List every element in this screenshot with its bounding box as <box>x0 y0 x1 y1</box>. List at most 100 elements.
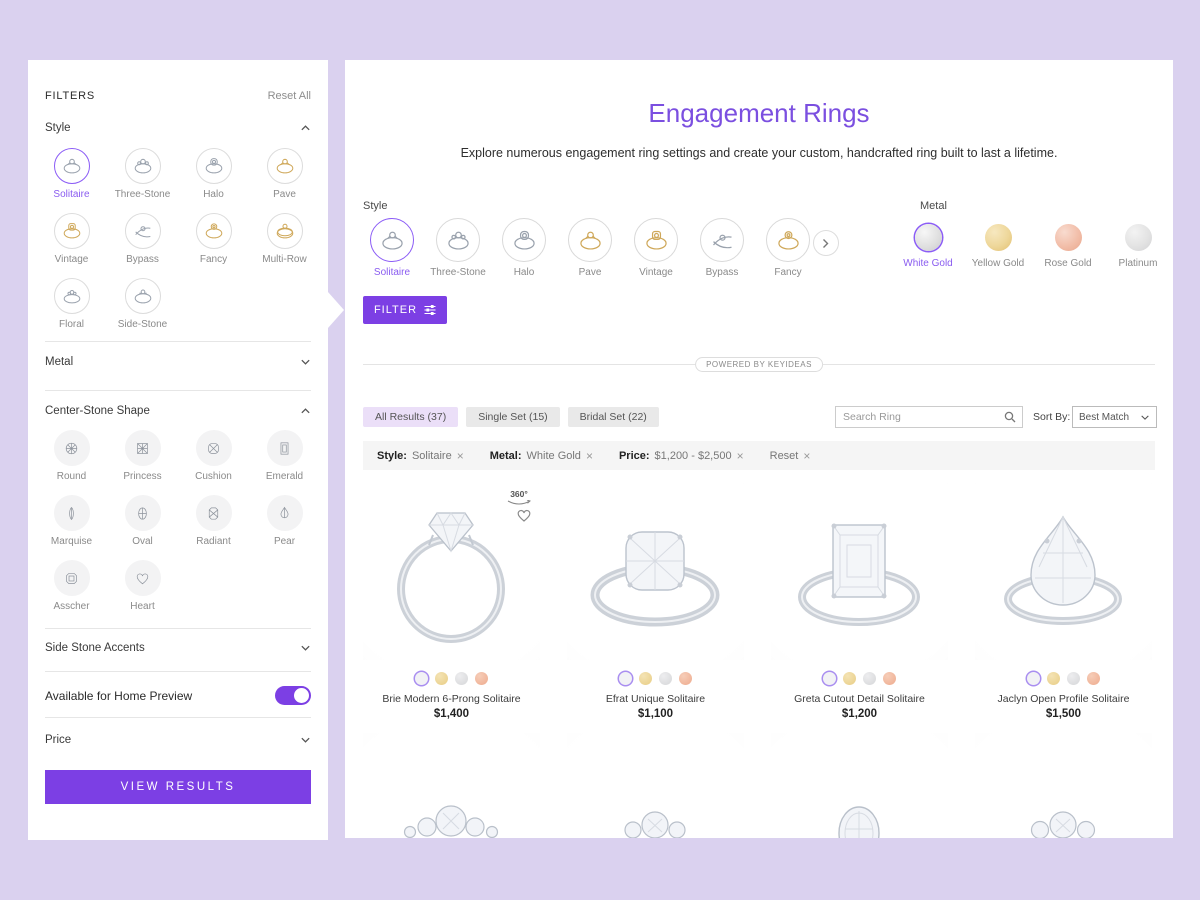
shape-filter-marquise[interactable]: Marquise <box>36 495 107 547</box>
page-subtitle: Explore numerous engagement ring setting… <box>460 146 1058 160</box>
shape-filter-label: Round <box>56 471 87 482</box>
metal-label: Platinum <box>1118 258 1158 269</box>
dot-platinum[interactable] <box>455 672 468 685</box>
ring-icon <box>568 218 612 262</box>
shape-filter-pear[interactable]: Pear <box>249 495 320 547</box>
carousel-style-fancy[interactable]: Fancy <box>755 218 821 278</box>
product-name[interactable]: Efrat Unique Solitaire <box>605 693 706 705</box>
product-card[interactable] <box>363 733 540 838</box>
style-filter-solitaire[interactable]: Solitaire <box>36 148 107 200</box>
emerald-solitaire-ring-image <box>798 523 920 626</box>
product-image <box>771 483 948 660</box>
dot-rose-gold[interactable] <box>679 672 692 685</box>
shape-filter-emerald[interactable]: Emerald <box>249 430 320 482</box>
pear-solitaire-ring-image <box>1004 515 1122 625</box>
product-card[interactable] <box>771 733 948 838</box>
metal-dot-row <box>823 672 896 685</box>
product-card[interactable] <box>567 733 744 838</box>
chip-close-icon[interactable]: × <box>456 448 464 463</box>
dot-rose-gold[interactable] <box>475 672 488 685</box>
style-filter-bypass[interactable]: Bypass <box>107 213 178 265</box>
product-price: $1,100 <box>637 708 674 720</box>
side-stone-section-header[interactable]: Side Stone Accents <box>45 642 311 654</box>
product-card[interactable]: Efrat Unique Solitaire $1,100 <box>567 483 744 720</box>
shape-section-header[interactable]: Center-Stone Shape <box>45 405 311 417</box>
filter-button[interactable]: FILTER <box>363 296 447 324</box>
shape-filter-princess[interactable]: Princess <box>107 430 178 482</box>
dot-platinum[interactable] <box>863 672 876 685</box>
dot-yellow-gold[interactable] <box>1047 672 1060 685</box>
carousel-next-button[interactable] <box>813 230 839 256</box>
dot-white-gold[interactable] <box>415 672 428 685</box>
badge-360[interactable]: 360° <box>507 490 531 506</box>
product-name[interactable]: Brie Modern 6-Prong Solitaire <box>382 693 521 705</box>
dot-platinum[interactable] <box>659 672 672 685</box>
product-grid-row-2 <box>363 733 1152 838</box>
shape-filter-oval[interactable]: Oval <box>107 495 178 547</box>
style-section-header[interactable]: Style <box>45 122 311 134</box>
style-filter-side-stone[interactable]: Side-Stone <box>107 278 178 330</box>
home-preview-toggle[interactable] <box>275 686 311 705</box>
dot-yellow-gold[interactable] <box>435 672 448 685</box>
price-section-header[interactable]: Price <box>45 734 311 746</box>
yellow-gold-swatch <box>984 224 1012 251</box>
dot-white-gold[interactable] <box>619 672 632 685</box>
carousel-style-pave[interactable]: Pave <box>557 218 623 278</box>
product-card[interactable] <box>975 733 1152 838</box>
sort-select[interactable]: Best Match <box>1072 406 1157 428</box>
carousel-style-halo[interactable]: Halo <box>491 218 557 278</box>
style-filter-pave[interactable]: Pave <box>249 148 320 200</box>
shape-filter-round[interactable]: Round <box>36 430 107 482</box>
style-filter-halo[interactable]: Halo <box>178 148 249 200</box>
product-card[interactable]: Greta Cutout Detail Solitaire $1,200 <box>771 483 948 720</box>
dot-white-gold[interactable] <box>1027 672 1040 685</box>
dot-rose-gold[interactable] <box>883 672 896 685</box>
carousel-style-bypass[interactable]: Bypass <box>689 218 755 278</box>
style-filter-floral[interactable]: Floral <box>36 278 107 330</box>
ring-icon <box>195 213 232 249</box>
shape-filter-radiant[interactable]: Radiant <box>178 495 249 547</box>
style-filter-three-stone[interactable]: Three-Stone <box>107 148 178 200</box>
metal-white-gold[interactable]: White Gold <box>893 224 963 269</box>
product-grid-row-1: 360° Brie Modern 6-Prong Solitaire $1,40… <box>363 483 1152 720</box>
tab-all-results[interactable]: All Results (37) <box>363 407 459 427</box>
shape-filter-label: Marquise <box>50 536 93 547</box>
product-card[interactable]: Jaclyn Open Profile Solitaire $1,500 <box>975 483 1152 720</box>
tab-bridal-set[interactable]: Bridal Set (22) <box>567 407 659 427</box>
product-name[interactable]: Greta Cutout Detail Solitaire <box>794 693 925 705</box>
view-results-button[interactable]: VIEW RESULTS <box>45 770 311 804</box>
search-icon[interactable] <box>1004 411 1016 423</box>
carousel-style-vintage[interactable]: Vintage <box>623 218 689 278</box>
chip-close-icon[interactable]: × <box>736 448 744 463</box>
dot-platinum[interactable] <box>1067 672 1080 685</box>
dot-rose-gold[interactable] <box>1087 672 1100 685</box>
dot-yellow-gold[interactable] <box>639 672 652 685</box>
product-card[interactable]: 360° Brie Modern 6-Prong Solitaire $1,40… <box>363 483 540 720</box>
metal-section-header[interactable]: Metal <box>45 356 311 368</box>
chip-close-icon[interactable]: × <box>585 448 593 463</box>
filter-chip-reset[interactable]: Reset × <box>770 450 811 462</box>
search-input[interactable] <box>836 411 1004 423</box>
reset-all-button[interactable]: Reset All <box>267 90 311 102</box>
dot-white-gold[interactable] <box>823 672 836 685</box>
metal-dot-row <box>1027 672 1100 685</box>
chip-close-icon[interactable]: × <box>803 448 811 463</box>
style-filter-multi-row[interactable]: Multi-Row <box>249 213 320 265</box>
carousel-style-solitaire[interactable]: Solitaire <box>359 218 425 278</box>
wishlist-heart-icon[interactable] <box>517 509 531 522</box>
metal-yellow-gold[interactable]: Yellow Gold <box>963 224 1033 269</box>
style-filter-fancy[interactable]: Fancy <box>178 213 249 265</box>
dot-yellow-gold[interactable] <box>843 672 856 685</box>
product-name[interactable]: Jaclyn Open Profile Solitaire <box>997 693 1130 705</box>
style-filter-vintage[interactable]: Vintage <box>36 213 107 265</box>
shape-filter-heart[interactable]: Heart <box>107 560 178 612</box>
tab-single-set[interactable]: Single Set (15) <box>466 407 560 427</box>
metal-platinum[interactable]: Platinum <box>1103 224 1173 269</box>
chip-label: Price: <box>618 449 650 462</box>
shape-filter-cushion[interactable]: Cushion <box>178 430 249 482</box>
shape-filter-asscher[interactable]: Asscher <box>36 560 107 612</box>
ring-icon <box>266 148 303 184</box>
shape-filter-label: Princess <box>123 471 162 482</box>
carousel-style-three-stone[interactable]: Three-Stone <box>425 218 491 278</box>
metal-rose-gold[interactable]: Rose Gold <box>1033 224 1103 269</box>
